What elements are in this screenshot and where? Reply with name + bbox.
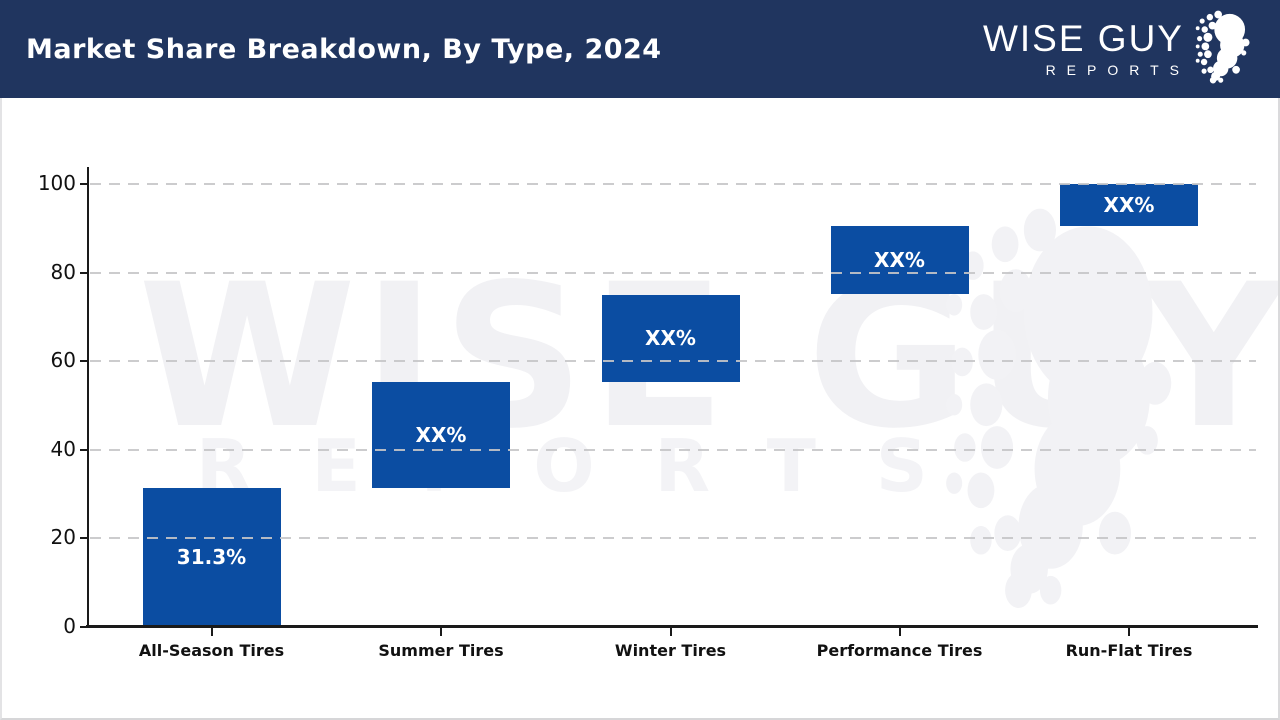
bar-winter-tires: [601, 295, 740, 382]
category-label-run-flat-tires: Run-Flat Tires: [1065, 641, 1193, 660]
watermark-head-icon: [922, 205, 1190, 637]
gridline-60: [90, 360, 1256, 362]
y-tick-100: [80, 183, 88, 185]
y-tick-20: [80, 537, 88, 539]
y-tick-40: [80, 448, 88, 451]
y-tick-80: [80, 271, 88, 274]
bar-run-flat-tires: [1060, 184, 1198, 227]
x-tick-run-flat-tires: [1128, 628, 1130, 636]
bar-value-label-winter-tires: XX%: [645, 326, 696, 351]
y-tick-60: [80, 360, 88, 362]
wise-guy-logo: WISE GUY REPORTS: [983, 10, 1254, 88]
x-tick-winter-tires: [669, 628, 672, 636]
y-tick-0: [80, 625, 88, 628]
y-axis-line: [87, 167, 89, 628]
category-label-winter-tires: Winter Tires: [614, 641, 727, 660]
bar-performance-tires: [830, 226, 969, 295]
bar-summer-tires: [372, 382, 510, 488]
x-tick-summer-tires: [440, 628, 442, 636]
logo-text: WISE GUY REPORTS: [983, 20, 1184, 78]
category-label-summer-tires: Summer Tires: [378, 641, 504, 660]
header-bar: Market Share Breakdown, By Type, 2024 WI…: [0, 0, 1280, 98]
gridline-80: [90, 271, 1256, 274]
logo-subtitle: REPORTS: [1045, 62, 1190, 78]
page-title: Market Share Breakdown, By Type, 2024: [26, 33, 662, 65]
x-tick-all-season-tires: [210, 628, 213, 636]
category-label-performance-tires: Performance Tires: [816, 641, 983, 660]
bar-value-label-summer-tires: XX%: [415, 423, 467, 448]
y-tick-label-40: 40: [50, 436, 76, 461]
y-tick-label-20: 20: [50, 525, 76, 549]
bar-value-label-all-season-tires: 31.3%: [176, 545, 247, 570]
category-label-all-season-tires: All-Season Tires: [138, 641, 285, 660]
gridline-20: [90, 537, 1256, 539]
gridline-100: [90, 183, 1256, 185]
y-tick-label-60: 60: [50, 348, 76, 372]
y-tick-label-100: 100: [37, 171, 76, 195]
x-tick-performance-tires: [898, 628, 901, 636]
bar-value-label-performance-tires: XX%: [874, 248, 925, 273]
y-tick-label-80: 80: [50, 259, 76, 284]
gridline-40: [90, 448, 1256, 451]
logo-wordmark: WISE GUY: [982, 18, 1184, 59]
bar-all-season-tires: [142, 487, 281, 627]
dotted-head-icon: [1190, 10, 1254, 88]
y-tick-label-0: 0: [63, 613, 76, 638]
watermark-subtitle: REPORTS: [196, 424, 988, 508]
x-axis-line: [86, 625, 1258, 628]
bar-value-label-run-flat-tires: XX%: [1103, 193, 1155, 218]
